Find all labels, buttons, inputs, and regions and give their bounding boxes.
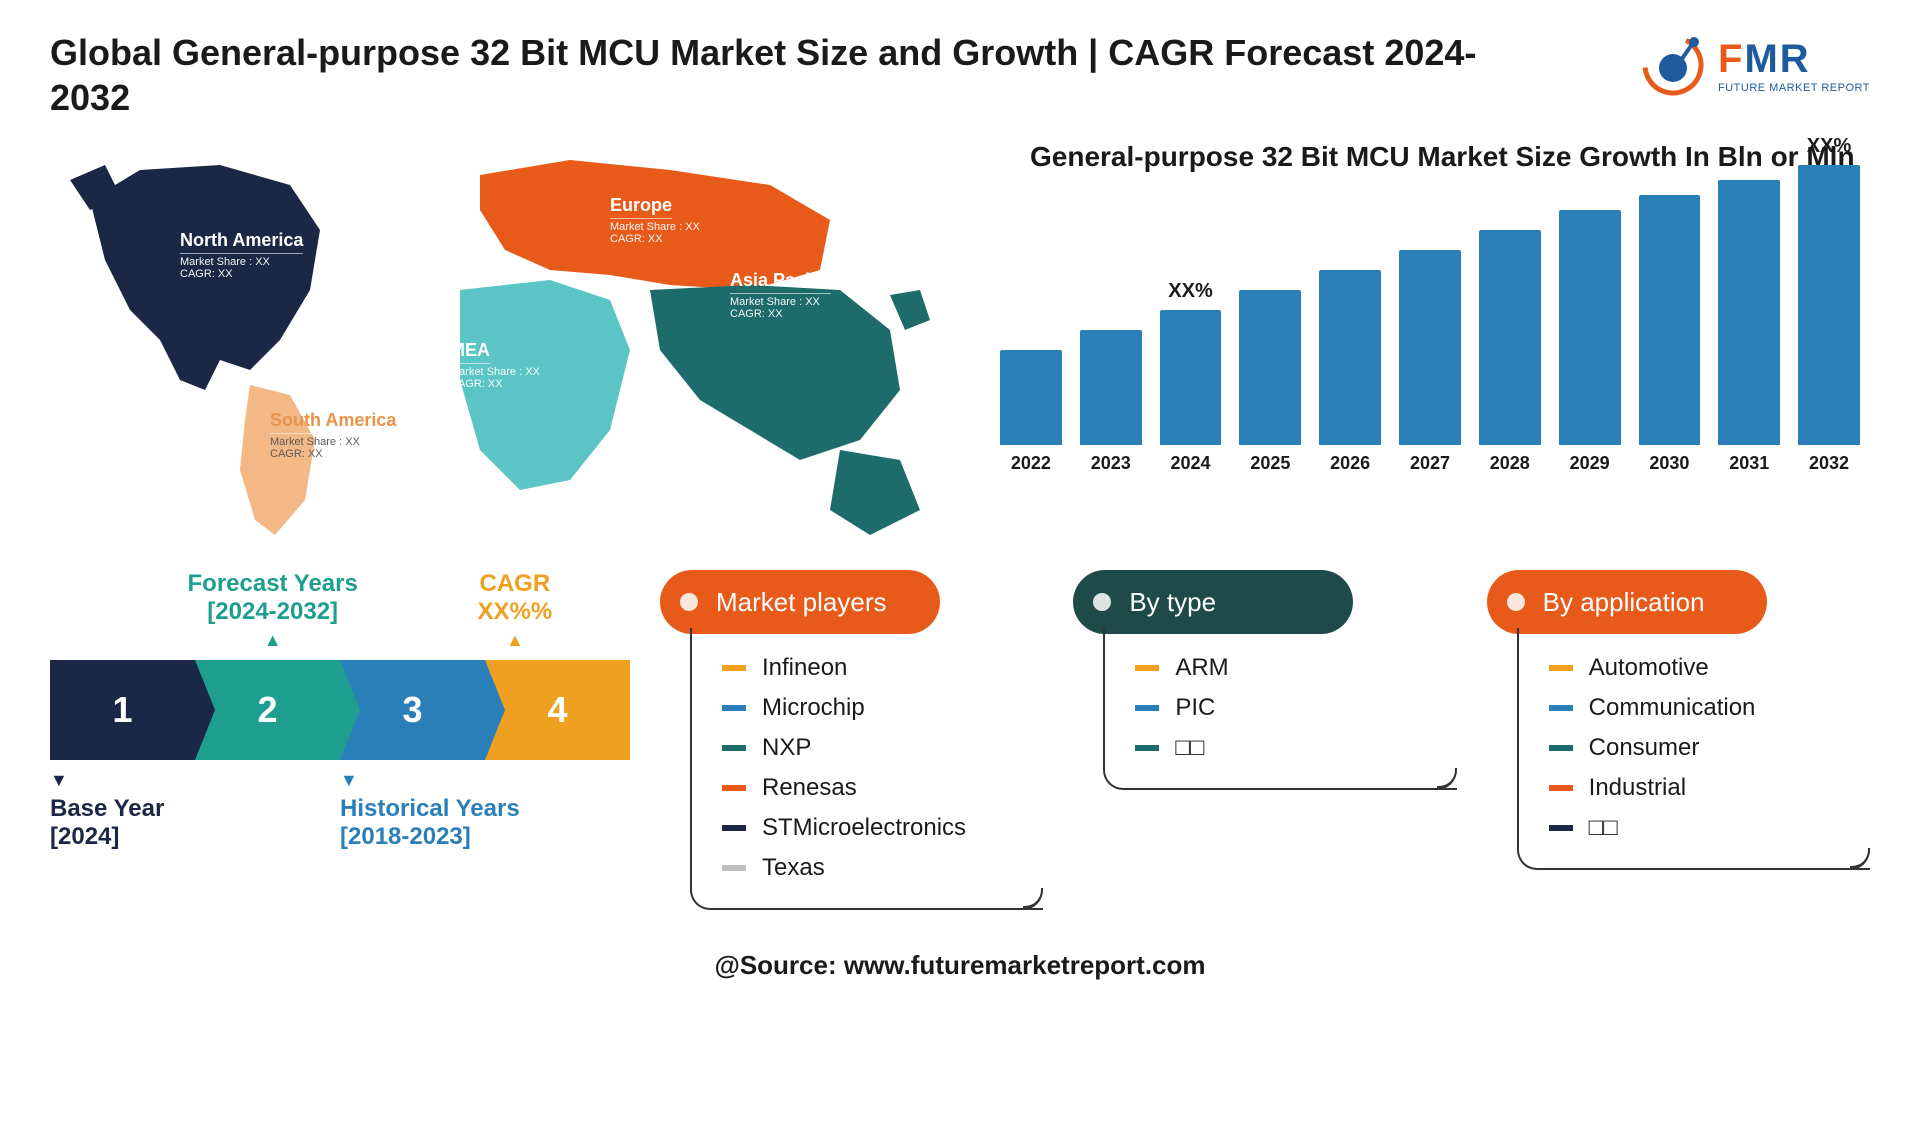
region-label-sa: South AmericaMarket Share : XXCAGR: XX: [270, 410, 396, 460]
region-label-na: North AmericaMarket Share : XXCAGR: XX: [180, 230, 303, 280]
timeline-label-forecast-years: Forecast Years[2024-2032]▲: [188, 570, 358, 651]
timeline-boxes: 1234: [50, 660, 630, 760]
header: Global General-purpose 32 Bit MCU Market…: [50, 30, 1870, 120]
list-item: Communication: [1549, 688, 1850, 728]
timeline-box-2: 2: [195, 660, 340, 760]
section-by-type: By typeARMPIC□□: [1073, 570, 1456, 790]
section-body: AutomotiveCommunicationConsumerIndustria…: [1517, 628, 1870, 870]
list-item: ARM: [1135, 648, 1436, 688]
timeline-top-labels: Forecast Years[2024-2032]▲ CAGRXX%%▲: [50, 570, 630, 650]
fmr-logo-icon: [1638, 30, 1708, 100]
section-by-application: By applicationAutomotiveCommunicationCon…: [1487, 570, 1870, 870]
list-item: Renesas: [722, 768, 1023, 808]
list-item: Consumer: [1549, 728, 1850, 768]
bar-2025: 2025: [1239, 290, 1301, 474]
timeline-bottom-labels: ▼Base Year[2024] ▼Historical Years[2018-2…: [50, 770, 630, 870]
chart-title: General-purpose 32 Bit MCU Market Size G…: [1030, 140, 1870, 174]
list-item: Infineon: [722, 648, 1023, 688]
region-south-america: [240, 385, 315, 535]
list-item: □□: [1135, 728, 1436, 768]
bar-2023: 2023: [1080, 330, 1142, 474]
section-header: By type: [1073, 570, 1353, 634]
bar-chart: General-purpose 32 Bit MCU Market Size G…: [990, 140, 1870, 540]
list-item: Microchip: [722, 688, 1023, 728]
list-item: STMicroelectronics: [722, 808, 1023, 848]
timeline-label-cagr: CAGRXX%%▲: [478, 570, 553, 651]
page-title: Global General-purpose 32 Bit MCU Market…: [50, 30, 1550, 120]
list-item: Texas: [722, 848, 1023, 888]
bar-2028: 2028: [1479, 230, 1541, 474]
section-header: Market players: [660, 570, 940, 634]
bar-2030: 2030: [1639, 195, 1701, 474]
bar-2031: 2031: [1718, 180, 1780, 474]
list-item: □□: [1549, 808, 1850, 848]
timeline: Forecast Years[2024-2032]▲ CAGRXX%%▲ 1234…: [50, 570, 630, 870]
logo-subtitle: FUTURE MARKET REPORT: [1718, 82, 1870, 94]
list-item: Industrial: [1549, 768, 1850, 808]
logo-text: FMR: [1718, 37, 1870, 82]
timeline-box-3: 3: [340, 660, 485, 760]
region-label-eu: EuropeMarket Share : XXCAGR: XX: [610, 195, 700, 245]
world-map: North AmericaMarket Share : XXCAGR: XX So…: [50, 140, 950, 540]
timeline-box-1: 1: [50, 660, 195, 760]
section-body: InfineonMicrochipNXPRenesasSTMicroelectr…: [690, 628, 1043, 910]
bar-2027: 2027: [1399, 250, 1461, 474]
source-attribution: @Source: www.futuremarketreport.com: [50, 950, 1870, 981]
section-header: By application: [1487, 570, 1767, 634]
section-market-players: Market playersInfineonMicrochipNXPRenesa…: [660, 570, 1043, 910]
bar-2026: 2026: [1319, 270, 1381, 474]
bar-2029: 2029: [1559, 210, 1621, 474]
timeline-label-base-year: ▼Base Year[2024]: [50, 770, 164, 851]
logo: FMR FUTURE MARKET REPORT: [1638, 30, 1870, 100]
section-body: ARMPIC□□: [1103, 628, 1456, 790]
timeline-label-historical-years: ▼Historical Years[2018-2023]: [340, 770, 520, 851]
timeline-box-4: 4: [485, 660, 630, 760]
bar-2022: 2022: [1000, 350, 1062, 474]
list-item: PIC: [1135, 688, 1436, 728]
region-asia-pacific: [650, 285, 930, 535]
list-item: NXP: [722, 728, 1023, 768]
region-label-mea: MEAMarket Share : XXCAGR: XX: [450, 340, 540, 390]
bar-2032: XX%2032: [1798, 165, 1860, 474]
bars-container: 20222023XX%20242025202620272028202920302…: [990, 194, 1870, 474]
bar-2024: XX%2024: [1160, 310, 1222, 474]
list-item: Automotive: [1549, 648, 1850, 688]
region-label-ap: Asia PacificMarket Share : XXCAGR: XX: [730, 270, 831, 320]
